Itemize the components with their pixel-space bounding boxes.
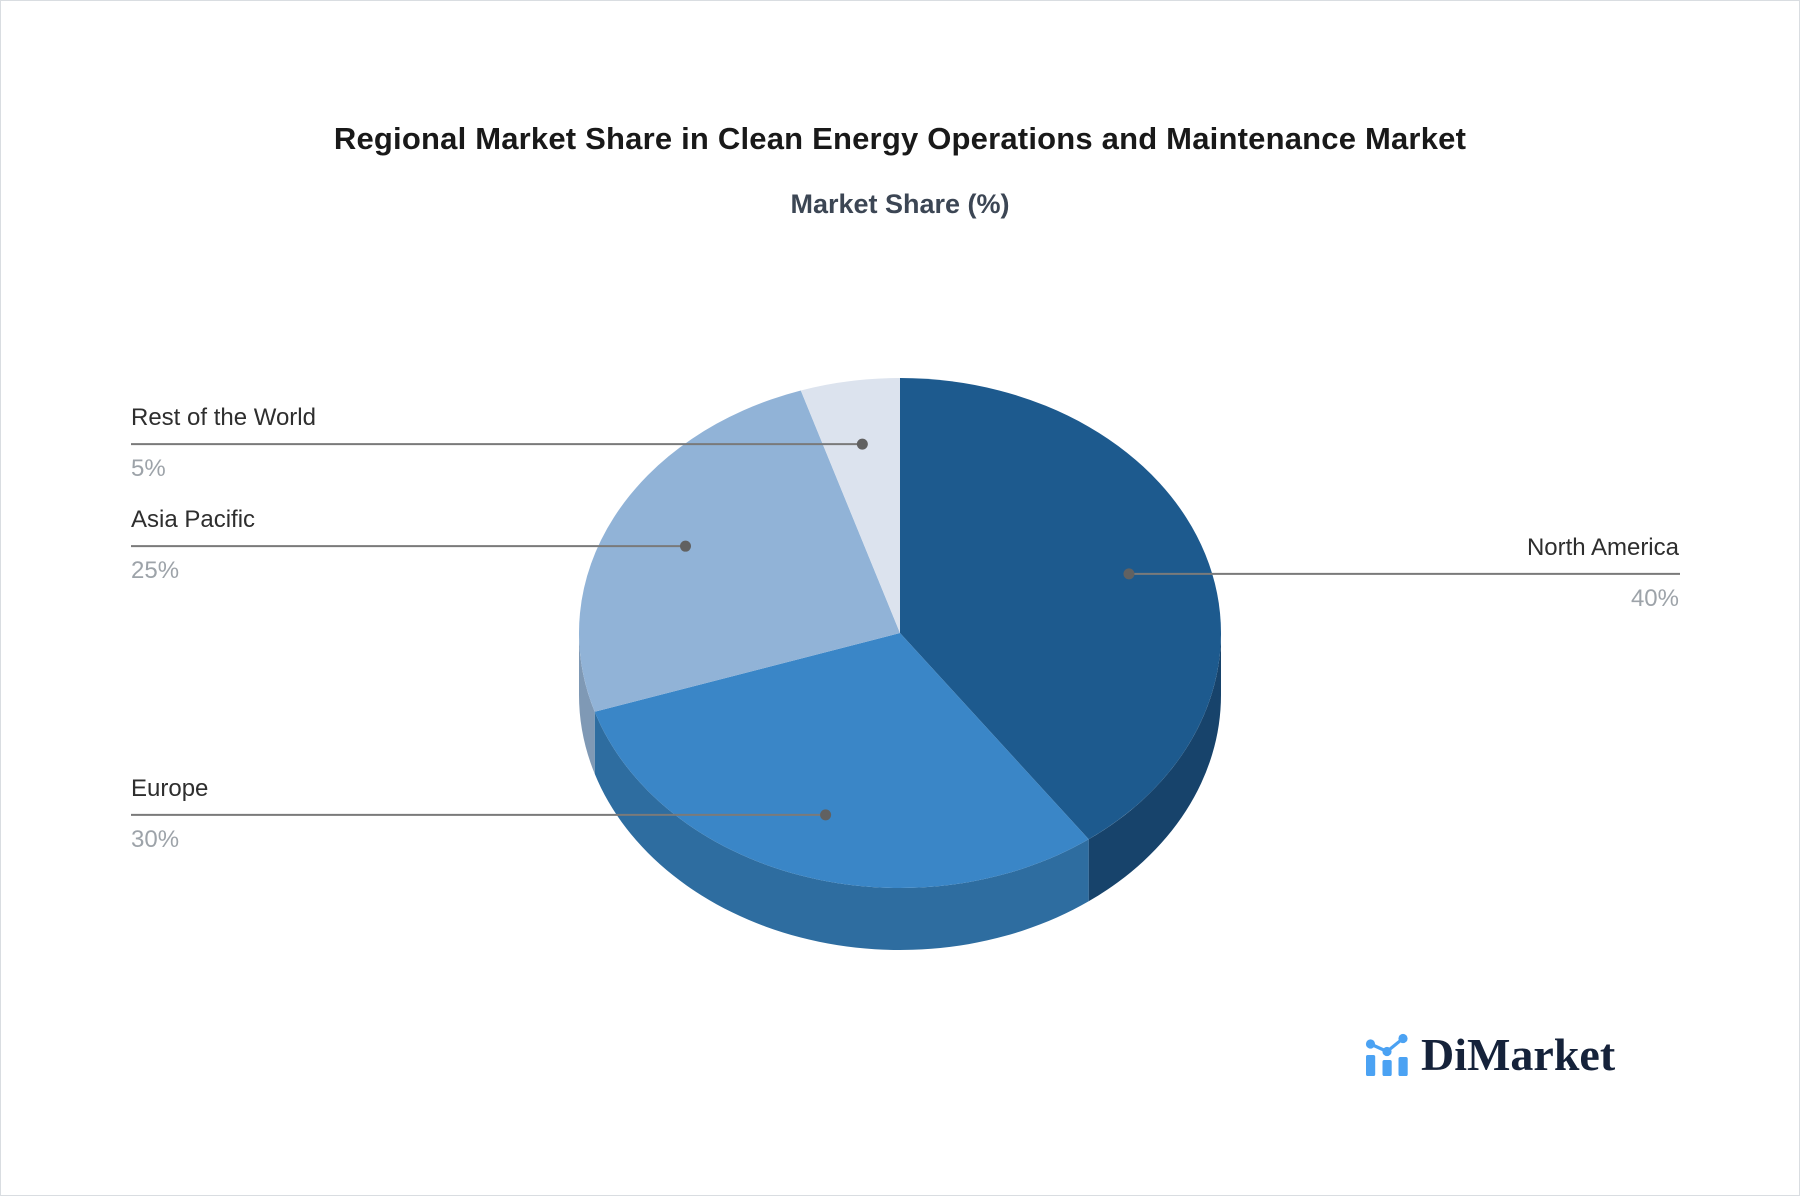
logo-text: DiMarket <box>1421 1029 1616 1080</box>
slice-name: Asia Pacific <box>131 506 256 534</box>
leader-dot-asia-pacific <box>679 540 691 552</box>
bar-line-chart-icon <box>1365 1033 1408 1076</box>
leader-dot-rest-of-the-world <box>856 438 868 450</box>
label-north-america: North America 40% <box>1527 533 1679 614</box>
pie-slice-europe <box>594 633 1089 888</box>
slice-name: Rest of the World <box>131 404 316 432</box>
pie-slice-side-europe <box>594 711 1089 950</box>
pie-slice-rest-of-the-world <box>800 378 900 633</box>
chart-title: Regional Market Share in Clean Energy Op… <box>333 121 1467 156</box>
slice-value: 25% <box>131 557 180 585</box>
slice-name: Europe <box>131 774 209 802</box>
pie-slice-side-north-america <box>1088 633 1221 902</box>
leader-dot-europe <box>820 809 832 821</box>
pie-slice-side-asia-pacific <box>579 633 595 774</box>
pie-slice-asia-pacific <box>579 390 900 712</box>
slice-value: 40% <box>1630 584 1679 612</box>
dimarket-logo: DiMarket <box>1363 1029 1615 1081</box>
label-europe: Europe 30% <box>131 774 208 855</box>
chart-subtitle: Market Share (%) <box>790 189 1010 219</box>
slice-name: North America <box>1526 533 1679 561</box>
slice-value: 5% <box>131 455 166 483</box>
slice-value: 30% <box>131 825 180 853</box>
leader-dot-north-america <box>1123 568 1135 580</box>
label-rest-of-the-world: Rest of the World 5% <box>131 403 316 484</box>
pie-slice-north-america <box>900 378 1221 840</box>
label-asia-pacific: Asia Pacific 25% <box>131 505 255 586</box>
